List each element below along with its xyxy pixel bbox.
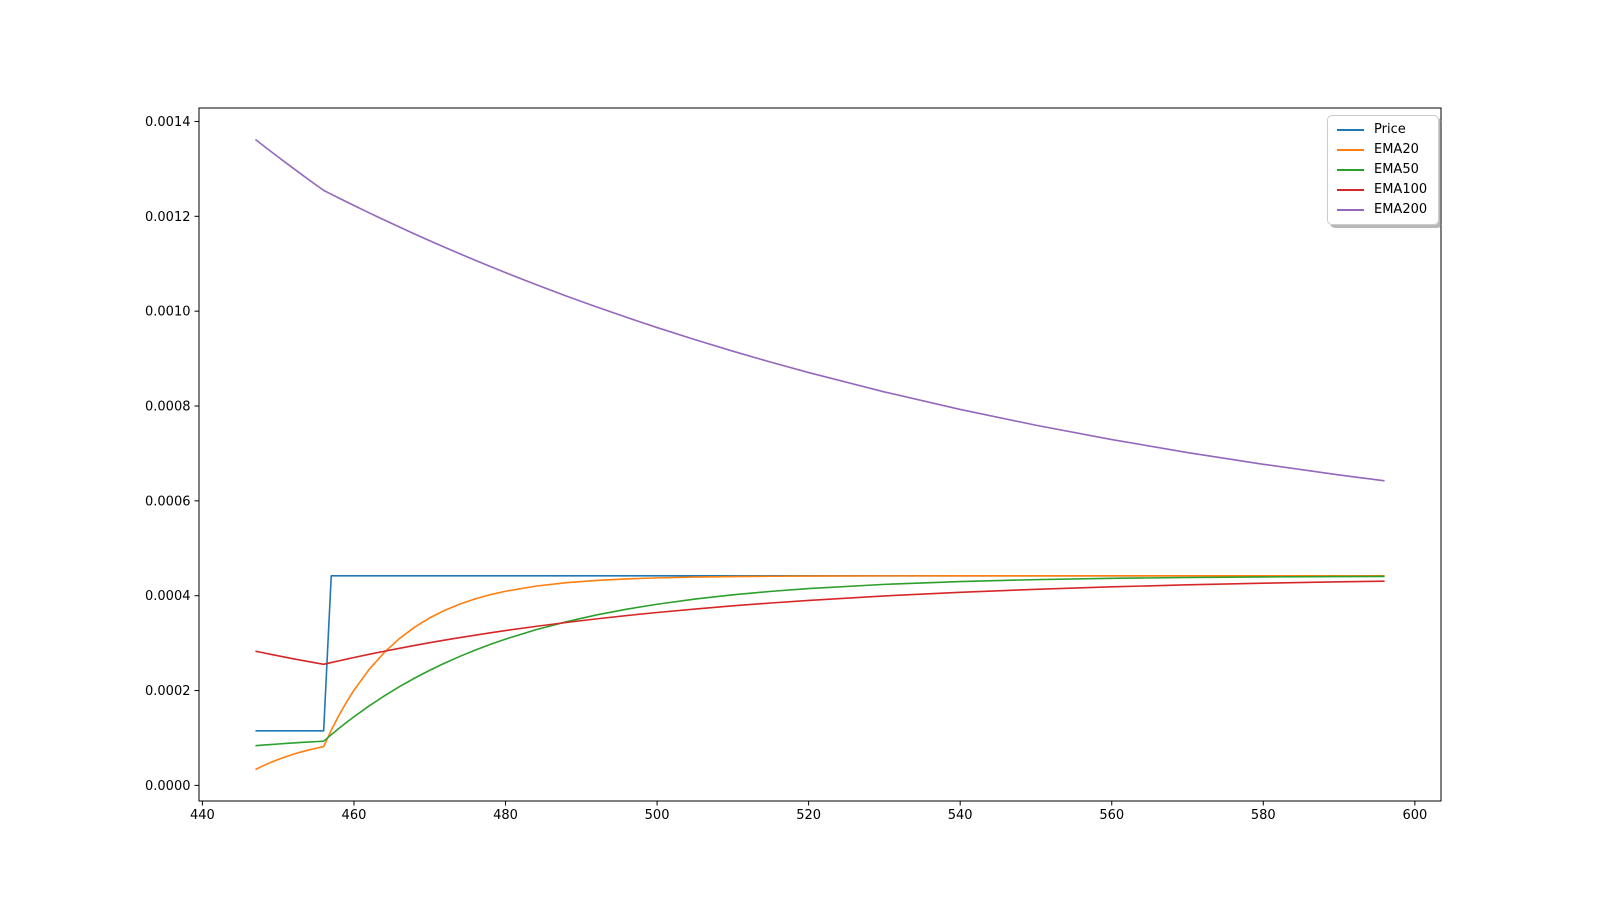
legend-label-ema200: EMA200 bbox=[1374, 202, 1428, 217]
legend: Price EMA20 EMA50 EMA100 EMA200 bbox=[1327, 115, 1439, 225]
x-tick-label: 500 bbox=[645, 808, 670, 823]
y-tick-label: 0.0008 bbox=[145, 400, 191, 415]
legend-item-ema50: EMA50 bbox=[1337, 163, 1429, 177]
axes-spines bbox=[198, 107, 1442, 802]
x-tick-label: 440 bbox=[190, 808, 215, 823]
legend-line-sample-price bbox=[1337, 129, 1364, 131]
legend-line-sample-ema100 bbox=[1337, 189, 1364, 191]
line-ema50 bbox=[255, 575, 1385, 747]
legend-label-ema50: EMA50 bbox=[1374, 162, 1419, 177]
legend-item-ema200: EMA200 bbox=[1337, 203, 1429, 217]
x-tick-label: 460 bbox=[342, 808, 367, 823]
x-tick-label: 480 bbox=[493, 808, 518, 823]
x-tick-label: 540 bbox=[948, 808, 973, 823]
y-axis: 0.0000 0.0002 0.0004 0.0006 0.0008 0.0010 0.00… bbox=[145, 115, 199, 794]
y-tick-label: 0.0002 bbox=[145, 684, 191, 699]
line-ema100 bbox=[255, 580, 1385, 666]
x-tick-label: 520 bbox=[796, 808, 821, 823]
x-axis: 440 460 480 500 520 540 560 580 600 bbox=[190, 801, 1427, 823]
y-tick-label: 0.0010 bbox=[145, 305, 191, 320]
legend-label-ema20: EMA20 bbox=[1374, 142, 1419, 157]
legend-line-sample-ema50 bbox=[1337, 169, 1364, 171]
line-ema200 bbox=[254, 138, 1385, 482]
x-tick-label: 600 bbox=[1402, 808, 1427, 823]
y-tick-label: 0.0006 bbox=[145, 494, 191, 509]
y-tick-label: 0.0012 bbox=[145, 210, 191, 225]
line-ema20 bbox=[255, 574, 1385, 771]
legend-label-price: Price bbox=[1374, 122, 1406, 137]
y-tick-label: 0.0000 bbox=[145, 779, 191, 794]
legend-item-price: Price bbox=[1337, 123, 1429, 137]
legend-line-sample-ema200 bbox=[1337, 209, 1364, 211]
y-tick-label: 0.0014 bbox=[145, 115, 191, 130]
series-lines bbox=[254, 138, 1385, 771]
legend-label-ema100: EMA100 bbox=[1374, 182, 1428, 197]
legend-item-ema20: EMA20 bbox=[1337, 143, 1429, 157]
x-tick-label: 560 bbox=[1099, 808, 1124, 823]
x-tick-label: 580 bbox=[1251, 808, 1276, 823]
y-tick-label: 0.0004 bbox=[145, 589, 191, 604]
legend-item-ema100: EMA100 bbox=[1337, 183, 1429, 197]
legend-line-sample-ema20 bbox=[1337, 149, 1364, 151]
